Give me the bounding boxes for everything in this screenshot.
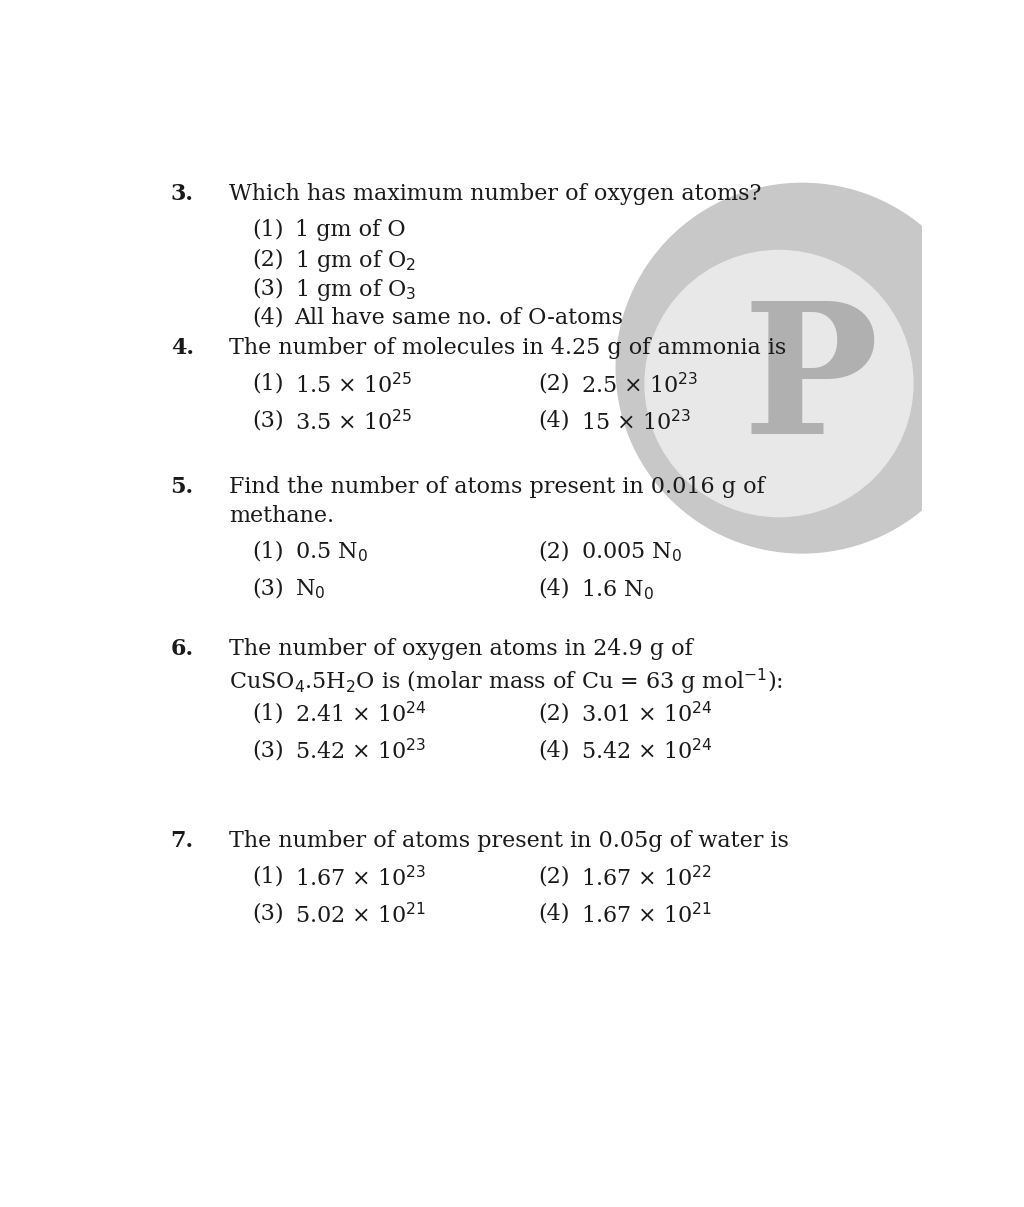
Text: 1 gm of O: 1 gm of O [295, 218, 406, 240]
Text: 1.67 × 10$^{23}$: 1.67 × 10$^{23}$ [295, 865, 426, 891]
Text: P: P [742, 296, 878, 472]
Text: 1 gm of O$_3$: 1 gm of O$_3$ [295, 278, 416, 303]
Text: 0.005 N$_0$: 0.005 N$_0$ [582, 541, 683, 564]
Text: 1.6 N$_0$: 1.6 N$_0$ [582, 578, 654, 602]
Text: (3): (3) [252, 578, 284, 600]
Text: 15 × 10$^{23}$: 15 × 10$^{23}$ [582, 409, 691, 435]
Circle shape [616, 183, 988, 553]
Text: (1): (1) [252, 702, 284, 724]
Text: (4): (4) [539, 739, 570, 762]
Text: 3.5 × 10$^{25}$: 3.5 × 10$^{25}$ [295, 409, 412, 435]
Text: (3): (3) [252, 903, 284, 925]
Text: (2): (2) [539, 702, 570, 724]
Text: 3.: 3. [171, 183, 194, 205]
Text: 1.5 × 10$^{25}$: 1.5 × 10$^{25}$ [295, 373, 412, 398]
Text: (4): (4) [539, 578, 570, 600]
Text: 3.01 × 10$^{24}$: 3.01 × 10$^{24}$ [582, 702, 713, 728]
Text: (2): (2) [252, 247, 284, 270]
Text: The number of atoms present in 0.05g of water is: The number of atoms present in 0.05g of … [228, 830, 788, 852]
Text: 5.: 5. [171, 476, 194, 498]
Text: 5.42 × 10$^{23}$: 5.42 × 10$^{23}$ [295, 739, 426, 764]
Text: 5.42 × 10$^{24}$: 5.42 × 10$^{24}$ [582, 739, 713, 764]
Text: (4): (4) [539, 903, 570, 925]
Text: (1): (1) [252, 218, 284, 240]
Text: All have same no. of O-atoms: All have same no. of O-atoms [295, 307, 624, 328]
Text: 1.67 × 10$^{21}$: 1.67 × 10$^{21}$ [582, 903, 713, 928]
Text: 1 gm of O$_2$: 1 gm of O$_2$ [295, 247, 416, 274]
Text: (3): (3) [252, 278, 284, 299]
Text: 1.67 × 10$^{22}$: 1.67 × 10$^{22}$ [582, 865, 713, 891]
Text: 0.5 N$_0$: 0.5 N$_0$ [295, 541, 368, 564]
Text: The number of oxygen atoms in 24.9 g of: The number of oxygen atoms in 24.9 g of [228, 637, 692, 660]
Text: (4): (4) [252, 307, 284, 328]
Text: 5.02 × 10$^{21}$: 5.02 × 10$^{21}$ [295, 903, 426, 928]
Text: CuSO$_4$.5H$_2$O is (molar mass of Cu = 63 g mol$^{-1}$):: CuSO$_4$.5H$_2$O is (molar mass of Cu = … [228, 667, 783, 698]
Text: 6.: 6. [171, 637, 194, 660]
Text: (3): (3) [252, 739, 284, 762]
Text: 2.5 × 10$^{23}$: 2.5 × 10$^{23}$ [582, 373, 698, 398]
Text: (1): (1) [252, 373, 284, 395]
Text: (2): (2) [539, 373, 570, 395]
Text: (4): (4) [539, 409, 570, 432]
Text: Which has maximum number of oxygen atoms?: Which has maximum number of oxygen atoms… [228, 183, 761, 205]
Text: 4.: 4. [171, 337, 194, 360]
Text: (3): (3) [252, 409, 284, 432]
Text: methane.: methane. [228, 506, 334, 527]
Text: 2.41 × 10$^{24}$: 2.41 × 10$^{24}$ [295, 702, 426, 728]
Text: (2): (2) [539, 541, 570, 562]
Text: (1): (1) [252, 541, 284, 562]
Text: Find the number of atoms present in 0.016 g of: Find the number of atoms present in 0.01… [228, 476, 765, 498]
Text: 7.: 7. [171, 830, 194, 852]
Text: N$_0$: N$_0$ [295, 578, 325, 601]
Text: (1): (1) [252, 865, 284, 887]
Text: The number of molecules in 4.25 g of ammonia is: The number of molecules in 4.25 g of amm… [228, 337, 786, 360]
Circle shape [645, 251, 913, 517]
Text: (2): (2) [539, 865, 570, 887]
